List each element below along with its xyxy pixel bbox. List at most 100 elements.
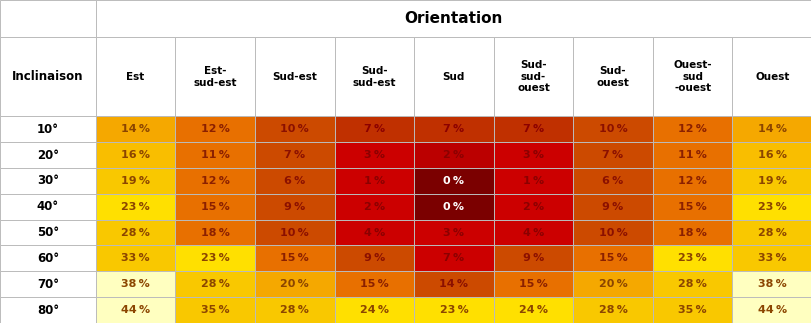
- Text: 15 %: 15 %: [598, 254, 627, 263]
- Text: 23 %: 23 %: [677, 254, 706, 263]
- Bar: [414, 168, 493, 194]
- Bar: [255, 142, 334, 168]
- Bar: [334, 245, 414, 271]
- Text: 20 %: 20 %: [598, 279, 627, 289]
- Text: 16 %: 16 %: [757, 150, 786, 160]
- Bar: [0, 245, 96, 271]
- Text: 70°: 70°: [36, 278, 59, 291]
- Text: 19 %: 19 %: [757, 176, 786, 186]
- Text: Sud: Sud: [442, 72, 465, 82]
- Bar: [334, 142, 414, 168]
- Text: 9 %: 9 %: [522, 254, 543, 263]
- Bar: [652, 142, 732, 168]
- Text: 38 %: 38 %: [757, 279, 786, 289]
- Text: 7 %: 7 %: [363, 124, 384, 134]
- Text: 38 %: 38 %: [121, 279, 150, 289]
- Text: 1 %: 1 %: [522, 176, 543, 186]
- Text: 24 %: 24 %: [518, 305, 547, 315]
- Bar: [96, 37, 175, 116]
- Bar: [96, 297, 175, 323]
- Bar: [573, 297, 652, 323]
- Text: 14 %: 14 %: [757, 124, 786, 134]
- Bar: [96, 194, 175, 220]
- Bar: [414, 245, 493, 271]
- Text: 0 %: 0 %: [443, 202, 464, 212]
- Bar: [255, 168, 334, 194]
- Text: 28 %: 28 %: [757, 228, 786, 237]
- Bar: [732, 116, 811, 142]
- Bar: [573, 142, 652, 168]
- Text: 35 %: 35 %: [200, 305, 230, 315]
- Text: 9 %: 9 %: [363, 254, 384, 263]
- Text: Ouest: Ouest: [754, 72, 788, 82]
- Text: 3 %: 3 %: [522, 150, 543, 160]
- Bar: [255, 220, 334, 245]
- Text: 11 %: 11 %: [200, 150, 230, 160]
- Text: 18 %: 18 %: [677, 228, 706, 237]
- Text: 12 %: 12 %: [200, 124, 230, 134]
- Text: 16 %: 16 %: [121, 150, 150, 160]
- Text: 9 %: 9 %: [602, 202, 623, 212]
- Text: 15 %: 15 %: [200, 202, 230, 212]
- Text: Sud-
sud-est: Sud- sud-est: [352, 66, 396, 88]
- Bar: [255, 245, 334, 271]
- Text: 9 %: 9 %: [284, 202, 305, 212]
- Bar: [652, 297, 732, 323]
- Text: Est: Est: [127, 72, 144, 82]
- Text: 35 %: 35 %: [677, 305, 706, 315]
- Bar: [175, 220, 255, 245]
- Text: 7 %: 7 %: [443, 254, 464, 263]
- Bar: [0, 37, 96, 116]
- Bar: [414, 297, 493, 323]
- Bar: [732, 194, 811, 220]
- Bar: [573, 245, 652, 271]
- Text: 28 %: 28 %: [121, 228, 150, 237]
- Bar: [96, 0, 811, 37]
- Text: 7 %: 7 %: [602, 150, 623, 160]
- Text: 23 %: 23 %: [200, 254, 230, 263]
- Text: 3 %: 3 %: [443, 228, 464, 237]
- Text: 33 %: 33 %: [757, 254, 786, 263]
- Text: 4 %: 4 %: [363, 228, 384, 237]
- Bar: [175, 116, 255, 142]
- Bar: [96, 220, 175, 245]
- Text: 44 %: 44 %: [757, 305, 786, 315]
- Bar: [414, 142, 493, 168]
- Text: 1 %: 1 %: [363, 176, 384, 186]
- Bar: [334, 220, 414, 245]
- Bar: [732, 37, 811, 116]
- Bar: [414, 220, 493, 245]
- Bar: [414, 116, 493, 142]
- Text: 14 %: 14 %: [121, 124, 150, 134]
- Text: Sud-
sud-
ouest: Sud- sud- ouest: [517, 60, 549, 93]
- Text: 15 %: 15 %: [280, 254, 309, 263]
- Bar: [493, 168, 573, 194]
- Bar: [334, 116, 414, 142]
- Bar: [573, 37, 652, 116]
- Bar: [652, 168, 732, 194]
- Text: 10 %: 10 %: [598, 228, 627, 237]
- Bar: [652, 116, 732, 142]
- Text: 10 %: 10 %: [280, 228, 309, 237]
- Bar: [414, 271, 493, 297]
- Text: 20°: 20°: [36, 149, 59, 162]
- Bar: [0, 142, 96, 168]
- Bar: [0, 116, 96, 142]
- Bar: [255, 297, 334, 323]
- Bar: [493, 37, 573, 116]
- Text: 19 %: 19 %: [121, 176, 150, 186]
- Bar: [334, 168, 414, 194]
- Text: 11 %: 11 %: [677, 150, 706, 160]
- Text: 50°: 50°: [36, 226, 59, 239]
- Text: 28 %: 28 %: [598, 305, 627, 315]
- Bar: [414, 194, 493, 220]
- Text: 10 %: 10 %: [280, 124, 309, 134]
- Bar: [573, 194, 652, 220]
- Text: 0 %: 0 %: [443, 176, 464, 186]
- Bar: [96, 116, 175, 142]
- Text: 12 %: 12 %: [200, 176, 230, 186]
- Text: 28 %: 28 %: [200, 279, 230, 289]
- Bar: [652, 245, 732, 271]
- Bar: [652, 194, 732, 220]
- Text: 18 %: 18 %: [200, 228, 230, 237]
